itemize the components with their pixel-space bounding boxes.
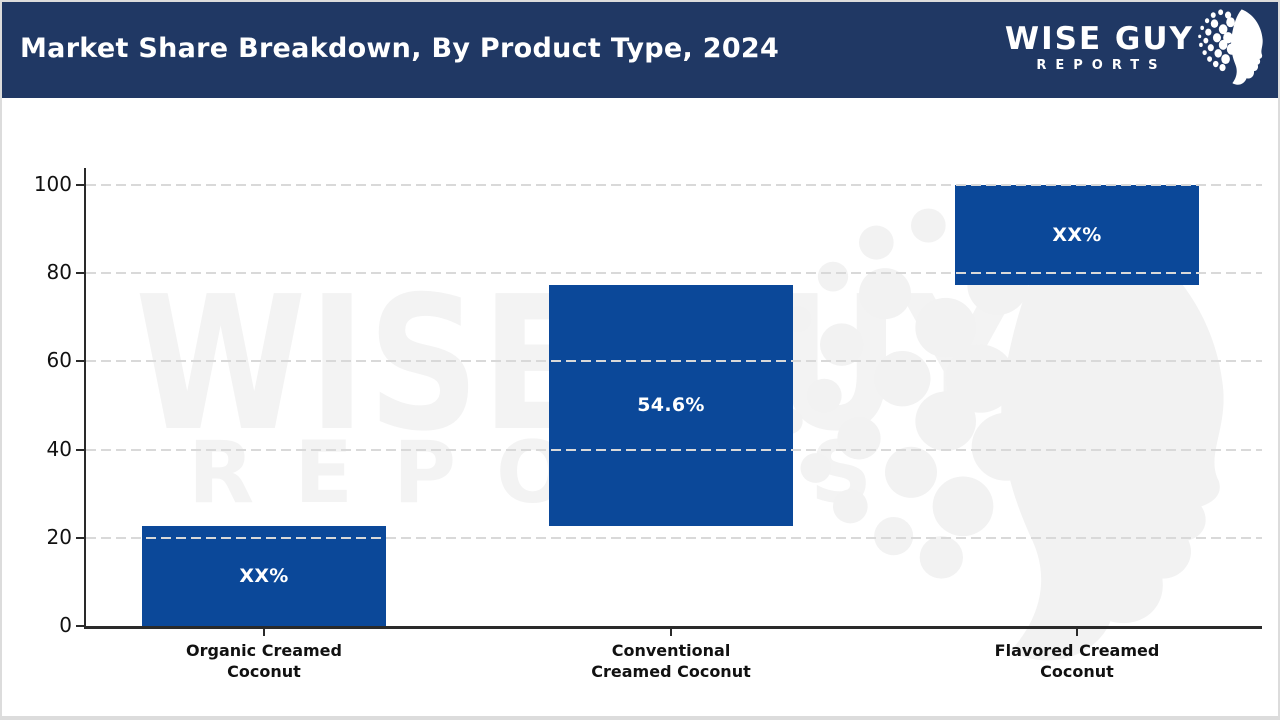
y-axis-tick-label: 100 (33, 172, 72, 196)
y-axis-tick-mark (76, 625, 84, 627)
y-axis-tick-mark (76, 184, 84, 186)
bar-1: XX% (142, 525, 386, 626)
y-axis-tick-label: 0 (59, 613, 72, 637)
category-label-line: Coconut (227, 661, 301, 681)
x-axis-category-label: Flavored Creamed Coconut (917, 641, 1237, 683)
brand-logo: WISE GUY REPORTS (1005, 8, 1270, 86)
y-axis-tick-mark (76, 448, 84, 451)
bar-value-label: XX% (1052, 224, 1102, 247)
brand-name: WISE GUY (1004, 21, 1194, 57)
category-label-line: Creamed Coconut (591, 661, 751, 681)
gridline (86, 272, 1262, 275)
bar-value-label: 54.6% (637, 394, 705, 417)
brand-logo-text: WISE GUY REPORTS (1005, 21, 1194, 73)
y-axis-tick-mark (76, 360, 84, 363)
page-title: Market Share Breakdown, By Product Type,… (20, 33, 780, 64)
bar-3: XX% (955, 185, 1199, 286)
y-axis-tick-label: 40 (46, 436, 72, 461)
bar-value-label: XX% (239, 564, 289, 587)
gridline (86, 184, 1262, 186)
y-axis-tick-label: 20 (46, 524, 72, 549)
category-label-line: Flavored Creamed (994, 641, 1160, 660)
x-axis-tick-mark (670, 628, 672, 636)
y-axis-tick-mark (76, 272, 84, 275)
x-axis-category-label: Organic Creamed Coconut (104, 641, 424, 683)
gridline (86, 448, 1262, 451)
category-label-line: Coconut (1040, 661, 1114, 681)
y-axis-tick-label: 80 (46, 260, 72, 285)
x-axis-tick-mark (263, 628, 265, 636)
brand-subname: REPORTS (1036, 58, 1167, 73)
category-label-line: Conventional (611, 641, 731, 660)
header-banner: Market Share Breakdown, By Product Type,… (2, 2, 1278, 98)
y-axis-tick-label: 60 (46, 348, 72, 373)
brand-face-icon (1198, 9, 1263, 85)
y-axis-spine (84, 168, 86, 628)
y-axis-tick-mark (76, 536, 84, 539)
x-axis-tick-mark (1076, 628, 1078, 636)
gridline (86, 536, 1262, 539)
gridline (86, 360, 1262, 363)
x-axis-category-label: Conventional Creamed Coconut (511, 641, 831, 683)
x-axis-spine (84, 626, 1262, 629)
bar-2: 54.6% (549, 285, 793, 526)
category-label-line: Organic Creamed (186, 641, 342, 660)
